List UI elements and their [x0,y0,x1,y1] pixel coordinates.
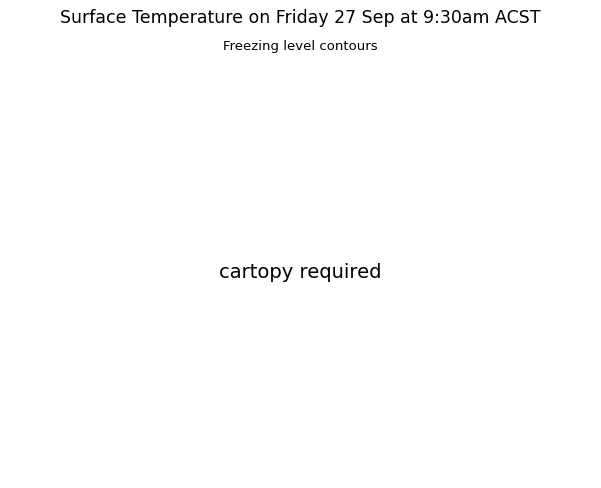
Text: cartopy required: cartopy required [219,263,382,282]
Text: Surface Temperature on Friday 27 Sep at 9:30am ACST: Surface Temperature on Friday 27 Sep at … [60,9,541,27]
Text: Freezing level contours: Freezing level contours [223,40,378,53]
